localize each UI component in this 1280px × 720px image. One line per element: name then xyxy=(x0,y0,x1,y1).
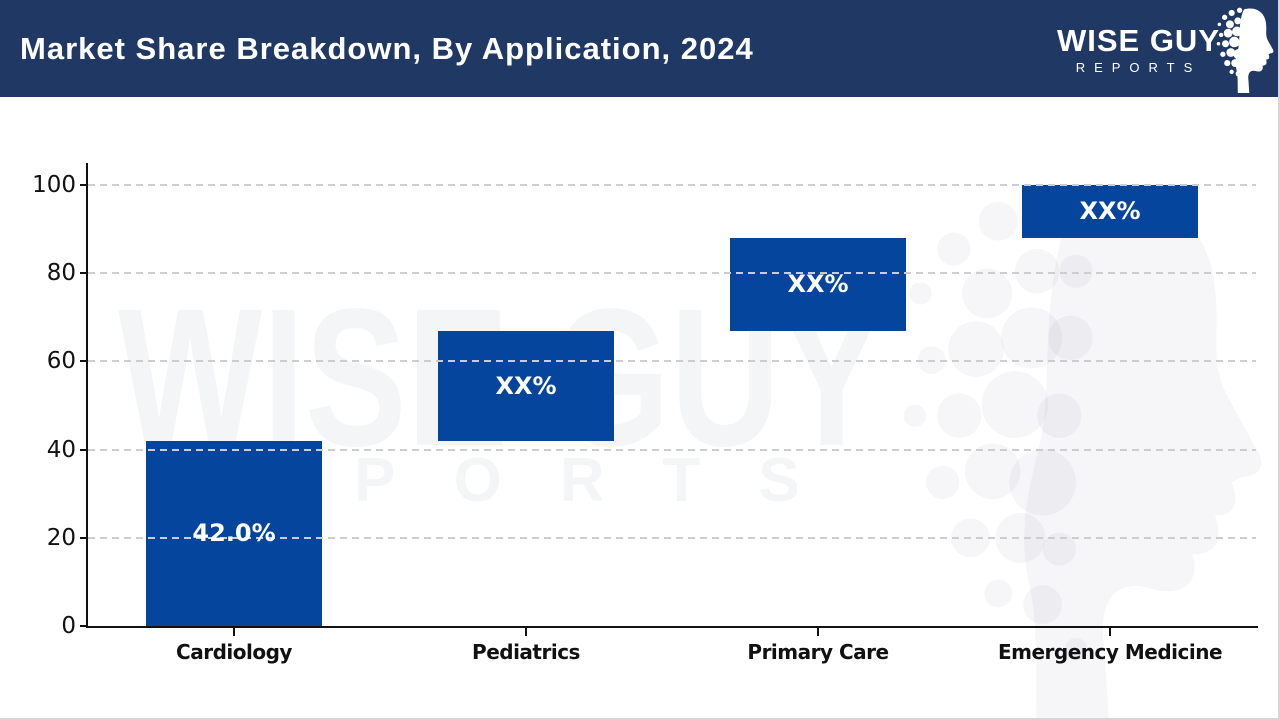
x-category-label-cardiology: Cardiology xyxy=(176,640,292,664)
watermark-head-icon xyxy=(903,187,1262,718)
y-tick-mark-20 xyxy=(80,536,88,539)
y-tick-mark-60 xyxy=(80,360,88,363)
gridline-60 xyxy=(88,360,1256,363)
y-tick-label-40: 40 xyxy=(46,436,76,463)
bar-value-label-emergency-medicine: XX% xyxy=(1079,197,1141,226)
chart-title: Market Share Breakdown, By Application, … xyxy=(20,30,754,66)
y-tick-label-80: 80 xyxy=(46,260,76,287)
logo-wordmark-line2: REPORTS xyxy=(1075,59,1202,75)
gridline-40 xyxy=(88,448,1256,451)
y-tick-mark-80 xyxy=(80,272,88,275)
y-tick-label-60: 60 xyxy=(46,348,76,375)
gridline-80 xyxy=(88,272,1256,275)
x-category-label-primary-care: Primary Care xyxy=(747,640,889,664)
bar-value-label-cardiology: 42.0% xyxy=(192,519,276,548)
x-tick-mark-primary-care xyxy=(817,628,819,636)
x-tick-mark-emergency-medicine xyxy=(1109,628,1111,636)
x-category-label-emergency-medicine: Emergency Medicine xyxy=(997,640,1223,664)
chart-area: WISE GUY REPORTS 0 20 40 60 80 100 42.0% Cardio… xyxy=(0,97,1278,718)
x-axis-line xyxy=(86,626,1258,628)
x-tick-mark-cardiology xyxy=(233,628,235,636)
bar-value-label-primary-care: XX% xyxy=(787,270,849,299)
bar-cardiology xyxy=(146,440,322,626)
y-tick-label-0: 0 xyxy=(61,613,76,639)
wise-guy-reports-logo: WISE GUY REPORTS xyxy=(1057,0,1276,97)
x-tick-mark-pediatrics xyxy=(525,628,527,636)
y-tick-label-20: 20 xyxy=(46,524,76,551)
logo-wordmark: WISE GUY REPORTS xyxy=(1057,23,1220,75)
y-tick-label-100: 100 xyxy=(32,172,76,198)
bar-pediatrics xyxy=(438,330,614,441)
logo-wordmark-line1: WISE GUY xyxy=(1056,22,1220,58)
logo-head-icon xyxy=(1216,7,1274,93)
header-bar: Market Share Breakdown, By Application, … xyxy=(0,0,1278,97)
y-tick-mark-40 xyxy=(80,448,88,451)
bar-primary-care xyxy=(730,237,906,331)
gridline-100 xyxy=(88,184,1256,186)
y-tick-mark-0 xyxy=(80,625,88,627)
y-axis-line xyxy=(86,163,88,628)
y-tick-mark-100 xyxy=(80,184,88,186)
x-category-label-pediatrics: Pediatrics xyxy=(472,640,580,664)
bar-emergency-medicine xyxy=(1022,185,1198,238)
bar-value-label-pediatrics: XX% xyxy=(495,371,557,400)
gridline-20 xyxy=(88,536,1256,539)
